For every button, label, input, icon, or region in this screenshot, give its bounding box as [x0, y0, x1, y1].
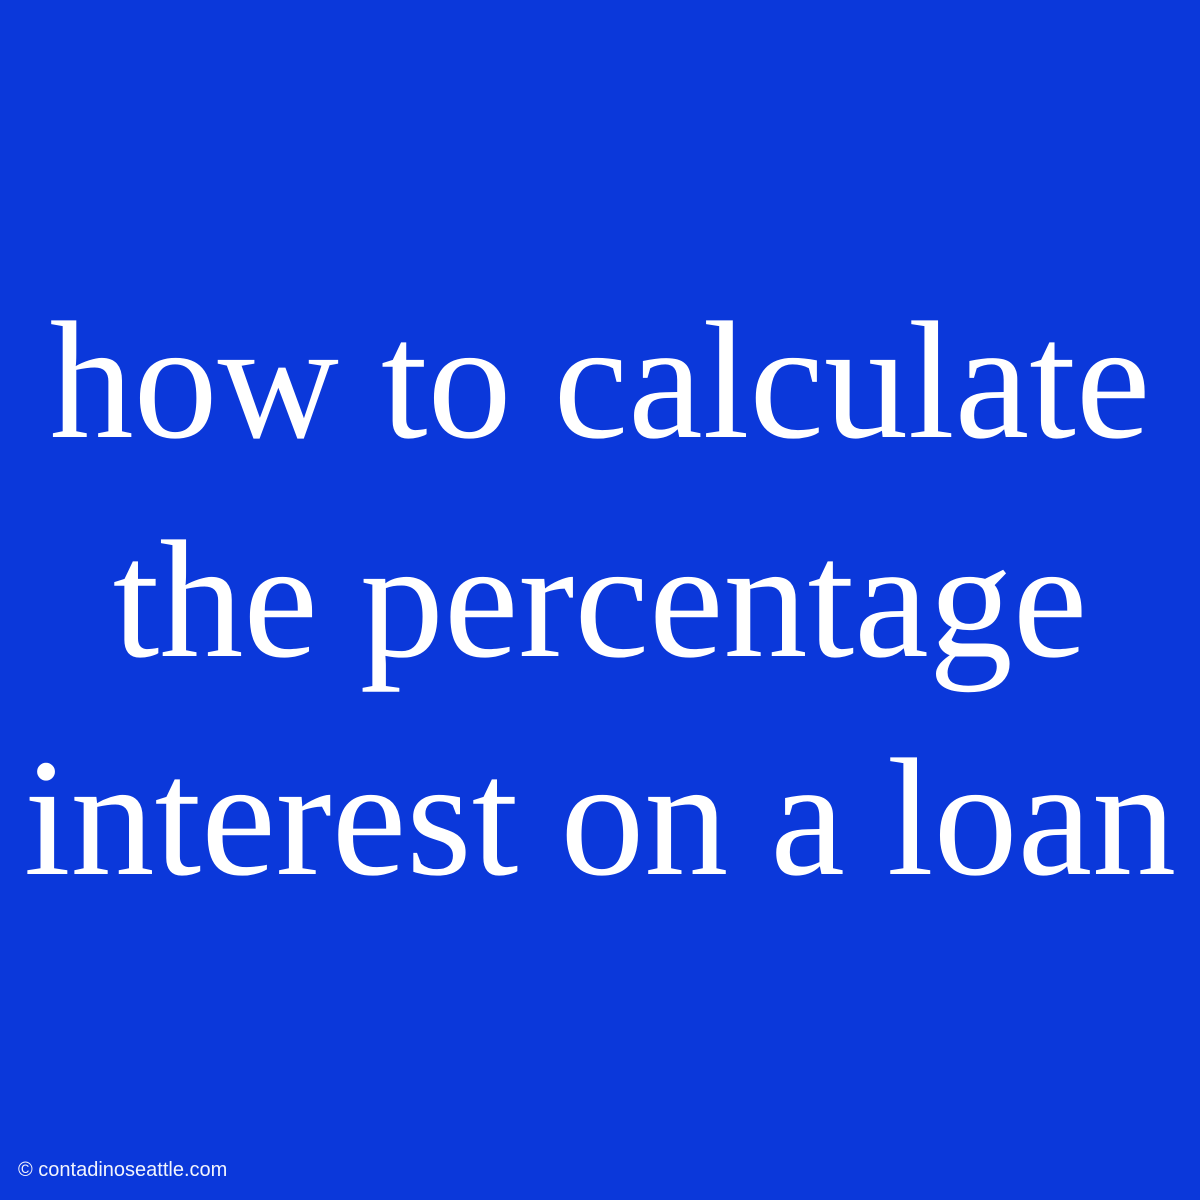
title-text: how to calculate the percentage interest… — [0, 0, 1200, 1200]
watermark-text: © contadinoseattle.com — [18, 1159, 227, 1182]
